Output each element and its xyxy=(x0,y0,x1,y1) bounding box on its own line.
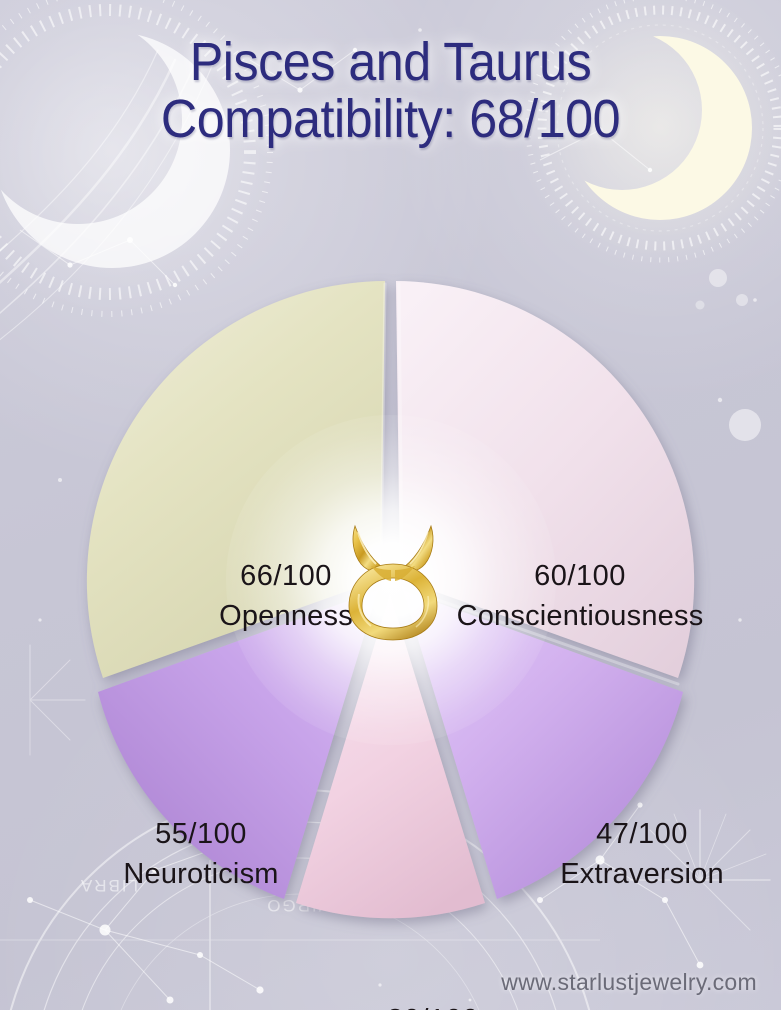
sunburst-ring-top-right xyxy=(525,0,781,263)
scattered-stars xyxy=(38,28,761,1002)
personality-pie-chart: 66/100 Openness 60/100 Conscientiousness… xyxy=(33,222,748,1010)
feather-streaks xyxy=(0,49,213,341)
starburst-rays-bottom-right xyxy=(629,809,771,931)
constellation-stars xyxy=(27,47,704,1004)
starburst-rays-mid-left xyxy=(29,644,86,756)
sunburst-ring-top-left xyxy=(0,0,273,317)
taurus-glyph-svg xyxy=(348,524,437,640)
website-url[interactable]: www.starlustjewelry.com xyxy=(501,969,757,995)
taurus-zodiac-symbol-icon xyxy=(333,514,453,644)
pie-slice-agreeeableness xyxy=(296,594,485,919)
svg-text:LIBRA: LIBRA xyxy=(79,876,138,895)
